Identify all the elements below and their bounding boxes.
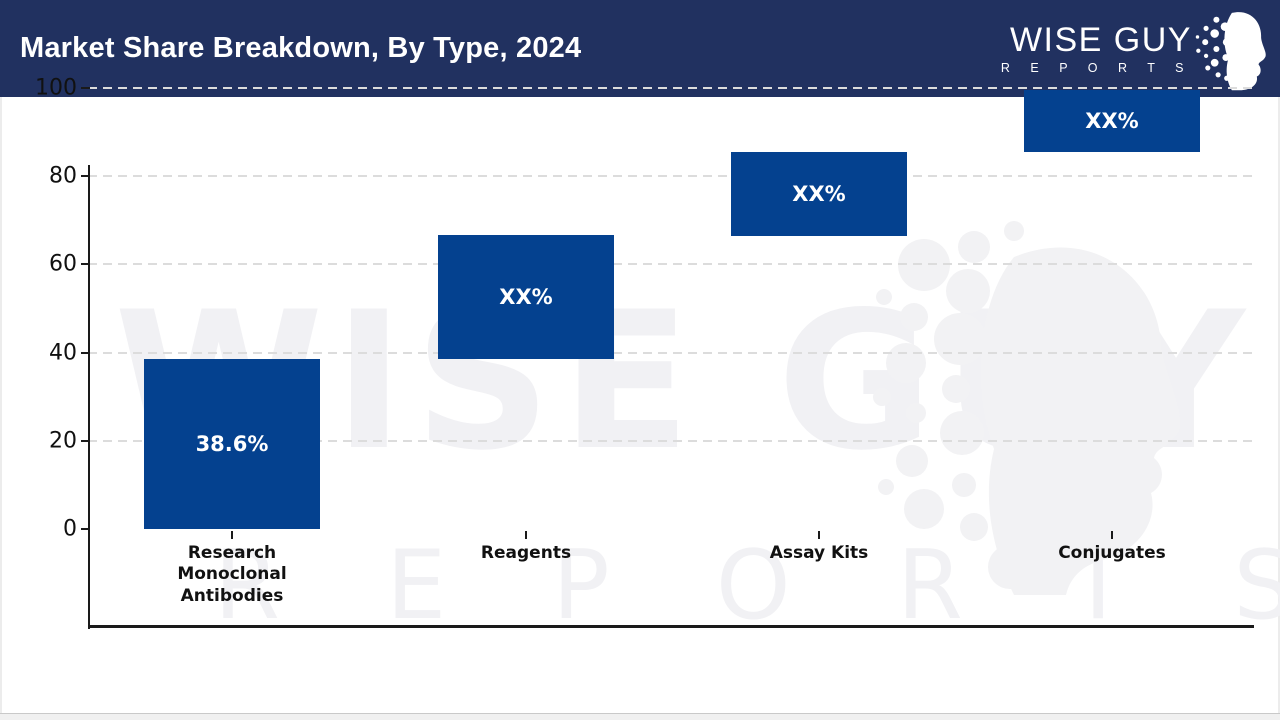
y-tick-20 [81, 439, 90, 442]
logo-wordmark-block: WISE GUY R E P O R T S [1001, 23, 1192, 75]
chart-canvas: WISE GUY R E P O R T S 0 20 40 60 80 100 38.6%… [0, 76, 1280, 713]
bar-research-monoclonal-antibodies: 38.6% [144, 358, 320, 529]
bar-conjugates: XX% [1024, 89, 1200, 152]
y-tick-40 [81, 351, 90, 354]
y-tick-label-80: 80 [49, 163, 77, 189]
y-tick-label-20: 20 [49, 428, 77, 454]
x-tick-assay-kits [818, 531, 820, 539]
header-bar: Market Share Breakdown, By Type, 2024 WI… [0, 0, 1280, 97]
y-tick-label-40: 40 [49, 340, 77, 366]
page-title: Market Share Breakdown, By Type, 2024 [20, 32, 582, 64]
category-label-reagents: Reagents [480, 543, 572, 563]
y-tick-0 [81, 528, 90, 530]
logo-head-icon [1195, 11, 1266, 90]
footer-strip [0, 713, 1280, 720]
bar-value-label-research-monoclonal-antibodies: 38.6% [195, 431, 269, 456]
logo-wordmark: WISE GUY [1009, 20, 1192, 59]
x-tick-reagents [525, 531, 527, 539]
y-tick-100 [81, 87, 90, 89]
x-tick-research-monoclonal-antibodies [231, 531, 233, 539]
x-axis-line [88, 625, 1254, 628]
x-tick-conjugates [1111, 531, 1113, 539]
category-label-assay-kits: Assay Kits [769, 543, 869, 563]
bar-value-label-assay-kits: XX% [792, 182, 846, 207]
y-tick-label-0: 0 [63, 516, 77, 542]
category-label-research-monoclonal-antibodies: Research Monoclonal Antibodies [177, 543, 287, 606]
y-tick-label-100: 100 [35, 75, 77, 101]
gridline-100 [88, 87, 1254, 89]
bar-value-label-conjugates: XX% [1085, 108, 1139, 133]
bar-reagents: XX% [438, 235, 614, 359]
gridline-20 [88, 439, 1254, 442]
y-tick-60 [81, 263, 90, 266]
gridline-80 [88, 175, 1254, 178]
y-tick-label-60: 60 [49, 251, 77, 277]
gridline-60 [88, 263, 1254, 266]
category-label-conjugates: Conjugates [1058, 543, 1166, 563]
brand-logo: WISE GUY R E P O R T S [1001, 6, 1268, 92]
gridline-40 [88, 351, 1254, 354]
bar-assay-kits: XX% [731, 152, 907, 237]
y-tick-80 [81, 175, 90, 178]
y-axis-line [88, 165, 90, 629]
bar-value-label-reagents: XX% [499, 285, 553, 310]
logo-subtitle: R E P O R T S [1000, 60, 1192, 75]
